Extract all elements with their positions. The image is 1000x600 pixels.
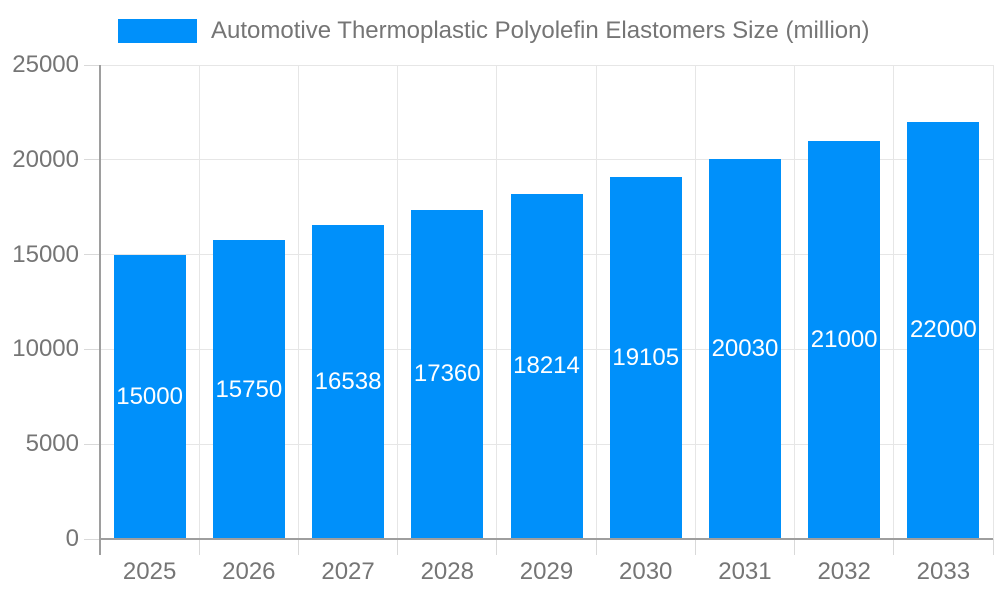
bar-2028[interactable] xyxy=(411,209,484,539)
x-tick-mark xyxy=(496,539,498,555)
legend-color-swatch xyxy=(118,19,197,43)
x-axis-tick-label: 2028 xyxy=(420,558,474,585)
x-tick-mark xyxy=(595,539,597,555)
x-axis-tick-label: 2031 xyxy=(718,558,772,585)
bar-2026[interactable] xyxy=(212,240,285,539)
x-tick-mark xyxy=(893,539,895,555)
x-tick-mark xyxy=(198,539,200,555)
x-tick-mark xyxy=(397,539,399,555)
x-axis-line xyxy=(99,538,993,540)
y-axis-tick-label: 25000 xyxy=(12,51,79,78)
x-gridline xyxy=(694,65,696,539)
y-tick-mark xyxy=(84,538,100,540)
y-tick-mark xyxy=(84,64,100,66)
x-gridline xyxy=(992,65,994,539)
bar-2025[interactable] xyxy=(113,254,186,539)
y-tick-mark xyxy=(84,159,100,161)
bar-value-label: 18214 xyxy=(513,352,580,380)
bar-2031[interactable] xyxy=(708,159,781,539)
y-axis-tick-label: 10000 xyxy=(12,335,79,363)
chart-legend[interactable]: Automotive Thermoplastic Polyolefin Elas… xyxy=(118,16,869,46)
bar-value-label: 17360 xyxy=(413,360,481,388)
x-axis-tick-label: 2026 xyxy=(222,558,276,585)
x-tick-mark xyxy=(694,539,696,555)
y-gridline xyxy=(100,159,993,161)
x-gridline xyxy=(893,65,895,539)
x-axis-tick-label: 2032 xyxy=(817,558,871,585)
bar-value-label: 20030 xyxy=(711,335,779,363)
bar-2032[interactable] xyxy=(808,140,881,539)
bar-2029[interactable] xyxy=(510,193,583,539)
x-gridline xyxy=(595,65,597,539)
x-gridline xyxy=(198,65,200,539)
bar-value-label: 15000 xyxy=(116,382,183,410)
bar-value-label: 21000 xyxy=(810,325,878,353)
bar-value-label: 22000 xyxy=(910,316,977,344)
y-tick-mark xyxy=(84,443,100,445)
bar-2033[interactable] xyxy=(907,121,980,539)
bar-2027[interactable] xyxy=(312,225,385,539)
bar-2030[interactable] xyxy=(609,176,682,539)
bar-value-label: 15750 xyxy=(215,375,283,403)
x-axis-tick-label: 2025 xyxy=(122,558,177,585)
x-axis-tick-label: 2033 xyxy=(916,558,971,585)
y-gridline xyxy=(100,64,993,66)
x-axis-tick-label: 2027 xyxy=(321,558,375,585)
y-tick-mark xyxy=(84,348,100,350)
y-axis-line xyxy=(99,65,101,555)
x-axis-tick-label: 2030 xyxy=(619,558,673,585)
y-axis-tick-label: 0 xyxy=(65,525,79,552)
y-tick-mark xyxy=(84,254,100,256)
bar-value-label: 16538 xyxy=(314,368,382,396)
legend-series-title: Automotive Thermoplastic Polyolefin Elas… xyxy=(211,17,870,44)
x-gridline xyxy=(794,65,796,539)
x-tick-mark xyxy=(297,539,299,555)
x-gridline xyxy=(397,65,399,539)
x-gridline xyxy=(496,65,498,539)
x-tick-mark xyxy=(992,539,994,555)
y-axis-tick-label: 5000 xyxy=(25,430,79,458)
x-tick-mark xyxy=(794,539,796,555)
bar-value-label: 19105 xyxy=(612,343,680,371)
x-axis-tick-label: 2029 xyxy=(519,558,574,585)
y-axis-tick-label: 15000 xyxy=(12,240,79,268)
y-axis-tick-label: 20000 xyxy=(12,145,79,173)
x-gridline xyxy=(297,65,299,539)
